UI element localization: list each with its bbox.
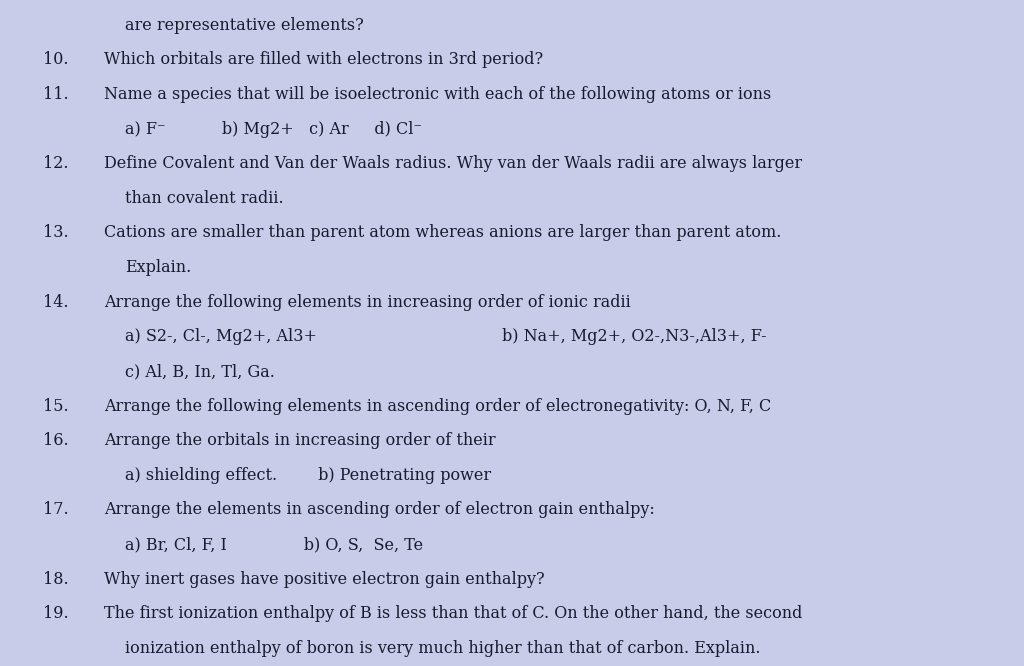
Text: 15.: 15. (43, 398, 69, 415)
Text: are representative elements?: are representative elements? (125, 17, 364, 34)
Text: 14.: 14. (43, 294, 69, 311)
Text: Name a species that will be isoelectronic with each of the following atoms or io: Name a species that will be isoelectroni… (104, 86, 772, 103)
Text: Arrange the following elements in ascending order of electronegativity: O, N, F,: Arrange the following elements in ascend… (104, 398, 772, 415)
Text: The first ionization enthalpy of B is less than that of C. On the other hand, th: The first ionization enthalpy of B is le… (104, 605, 803, 623)
Text: 12.: 12. (43, 155, 69, 172)
Text: a) Br, Cl, F, I               b) O, S,  Se, Te: a) Br, Cl, F, I b) O, S, Se, Te (125, 536, 423, 553)
Text: 10.: 10. (43, 51, 69, 69)
Text: Arrange the elements in ascending order of electron gain enthalpy:: Arrange the elements in ascending order … (104, 501, 655, 519)
Text: Why inert gases have positive electron gain enthalpy?: Why inert gases have positive electron g… (104, 571, 545, 588)
Text: ionization enthalpy of boron is very much higher than that of carbon. Explain.: ionization enthalpy of boron is very muc… (125, 640, 761, 657)
Text: 13.: 13. (43, 224, 69, 242)
Text: Arrange the following elements in increasing order of ionic radii: Arrange the following elements in increa… (104, 294, 631, 311)
Text: Which orbitals are filled with electrons in 3rd period?: Which orbitals are filled with electrons… (104, 51, 544, 69)
Text: 16.: 16. (43, 432, 69, 450)
Text: 19.: 19. (43, 605, 69, 623)
Text: Arrange the orbitals in increasing order of their: Arrange the orbitals in increasing order… (104, 432, 496, 450)
Text: 17.: 17. (43, 501, 69, 519)
Text: a) S2-, Cl-, Mg2+, Al3+: a) S2-, Cl-, Mg2+, Al3+ (125, 328, 317, 346)
Text: 11.: 11. (43, 86, 69, 103)
Text: Define Covalent and Van der Waals radius. Why van der Waals radii are always lar: Define Covalent and Van der Waals radius… (104, 155, 803, 172)
Text: than covalent radii.: than covalent radii. (125, 190, 284, 207)
Text: a) F⁻           b) Mg2+   c) Ar     d) Cl⁻: a) F⁻ b) Mg2+ c) Ar d) Cl⁻ (125, 121, 422, 138)
Text: a) shielding effect.        b) Penetrating power: a) shielding effect. b) Penetrating powe… (125, 467, 492, 484)
Text: 18.: 18. (43, 571, 69, 588)
Text: c) Al, B, In, Tl, Ga.: c) Al, B, In, Tl, Ga. (125, 363, 274, 380)
Text: Explain.: Explain. (125, 259, 191, 276)
Text: Cations are smaller than parent atom whereas anions are larger than parent atom.: Cations are smaller than parent atom whe… (104, 224, 781, 242)
Text: b) Na+, Mg2+, O2-,N3-,Al3+, F-: b) Na+, Mg2+, O2-,N3-,Al3+, F- (502, 328, 766, 346)
